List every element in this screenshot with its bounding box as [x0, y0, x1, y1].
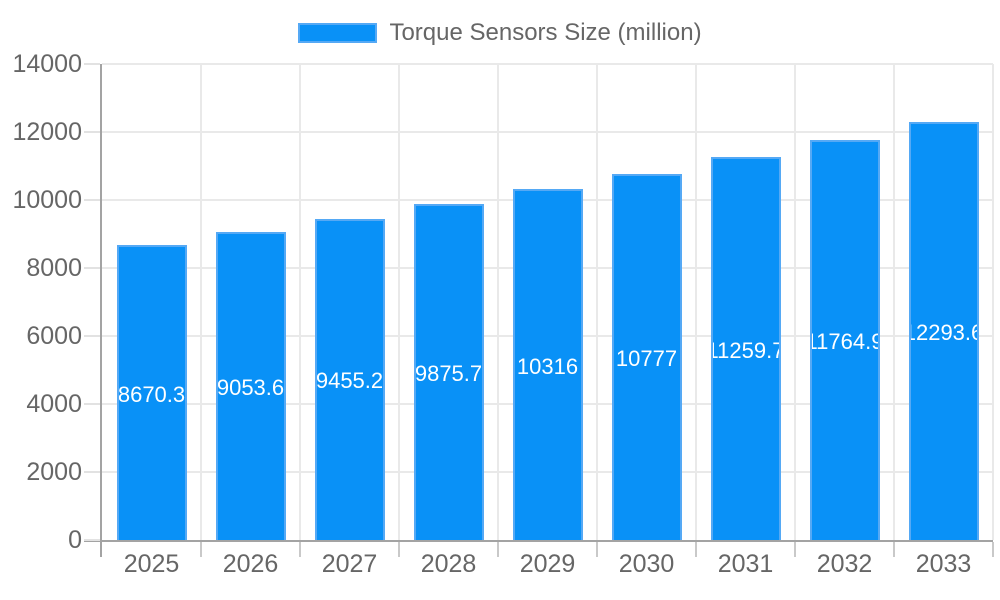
x-tick-mark: [299, 542, 301, 557]
bar[interactable]: 11259.7: [710, 157, 781, 540]
bar[interactable]: 9455.2: [314, 218, 385, 540]
x-tick-mark: [398, 542, 400, 557]
y-axis-line: [100, 64, 102, 557]
v-gridline: [893, 64, 895, 540]
bar-value-label: 10316: [516, 353, 579, 379]
x-tick-mark: [794, 542, 796, 557]
v-gridline: [200, 64, 202, 540]
v-gridline: [794, 64, 796, 540]
y-tick-mark: [84, 267, 100, 269]
x-tick-mark: [200, 542, 202, 557]
bar-value-label: 12293.6: [911, 320, 977, 346]
x-tick-label: 2028: [420, 550, 477, 578]
y-tick-label: 0: [68, 526, 82, 554]
v-gridline: [497, 64, 499, 540]
y-tick-label: 8000: [26, 254, 82, 282]
bar[interactable]: 9875.7: [413, 204, 484, 540]
x-tick-mark: [992, 542, 994, 557]
bar[interactable]: 10777: [611, 173, 682, 540]
x-axis-line: [84, 540, 993, 542]
h-gridline: [102, 131, 993, 133]
y-tick-label: 14000: [12, 50, 82, 78]
y-tick-mark: [84, 403, 100, 405]
y-tick-label: 6000: [26, 322, 82, 350]
bar[interactable]: 10316: [512, 189, 583, 540]
y-tick-mark: [84, 63, 100, 65]
bar-value-label: 9053.6: [216, 375, 285, 401]
x-tick-label: 2033: [915, 550, 972, 578]
bar[interactable]: 9053.6: [215, 232, 286, 540]
x-tick-label: 2026: [222, 550, 279, 578]
bar-value-label: 11259.7: [713, 337, 781, 363]
x-tick-label: 2032: [816, 550, 873, 578]
v-gridline: [398, 64, 400, 540]
y-tick-mark: [84, 539, 100, 541]
y-tick-mark: [84, 131, 100, 133]
y-tick-label: 2000: [26, 458, 82, 486]
bar[interactable]: 11764.9: [809, 140, 880, 540]
x-tick-label: 2031: [717, 550, 774, 578]
y-tick-label: 10000: [12, 186, 82, 214]
x-tick-label: 2027: [321, 550, 378, 578]
bar[interactable]: 12293.6: [908, 122, 979, 540]
y-tick-label: 4000: [26, 390, 82, 418]
x-tick-mark: [893, 542, 895, 557]
bar-value-label: 9875.7: [414, 361, 483, 387]
v-gridline: [299, 64, 301, 540]
x-tick-mark: [695, 542, 697, 557]
x-tick-mark: [596, 542, 598, 557]
bar[interactable]: 8670.3: [116, 245, 187, 540]
y-tick-mark: [84, 471, 100, 473]
h-gridline: [102, 63, 993, 65]
x-tick-label: 2030: [618, 550, 675, 578]
bar-value-label: 11764.9: [812, 329, 880, 354]
x-tick-label: 2025: [123, 550, 180, 578]
bar-value-label: 8670.3: [117, 381, 186, 407]
y-tick-mark: [84, 199, 100, 201]
x-tick-mark: [497, 542, 499, 557]
legend[interactable]: Torque Sensors Size (million): [0, 20, 1000, 46]
v-gridline: [596, 64, 598, 540]
legend-swatch: [298, 23, 378, 43]
v-gridline: [992, 64, 994, 540]
bar-value-label: 9455.2: [315, 368, 384, 394]
bar-value-label: 10777: [615, 345, 678, 371]
legend-label: Torque Sensors Size (million): [389, 19, 702, 46]
y-tick-mark: [84, 335, 100, 337]
x-tick-label: 2029: [519, 550, 576, 578]
y-tick-label: 12000: [12, 118, 82, 146]
v-gridline: [695, 64, 697, 540]
plot-area: 8670.3 9053.6 9455.2 9875.7 10316 10777 11259.…: [102, 63, 994, 540]
